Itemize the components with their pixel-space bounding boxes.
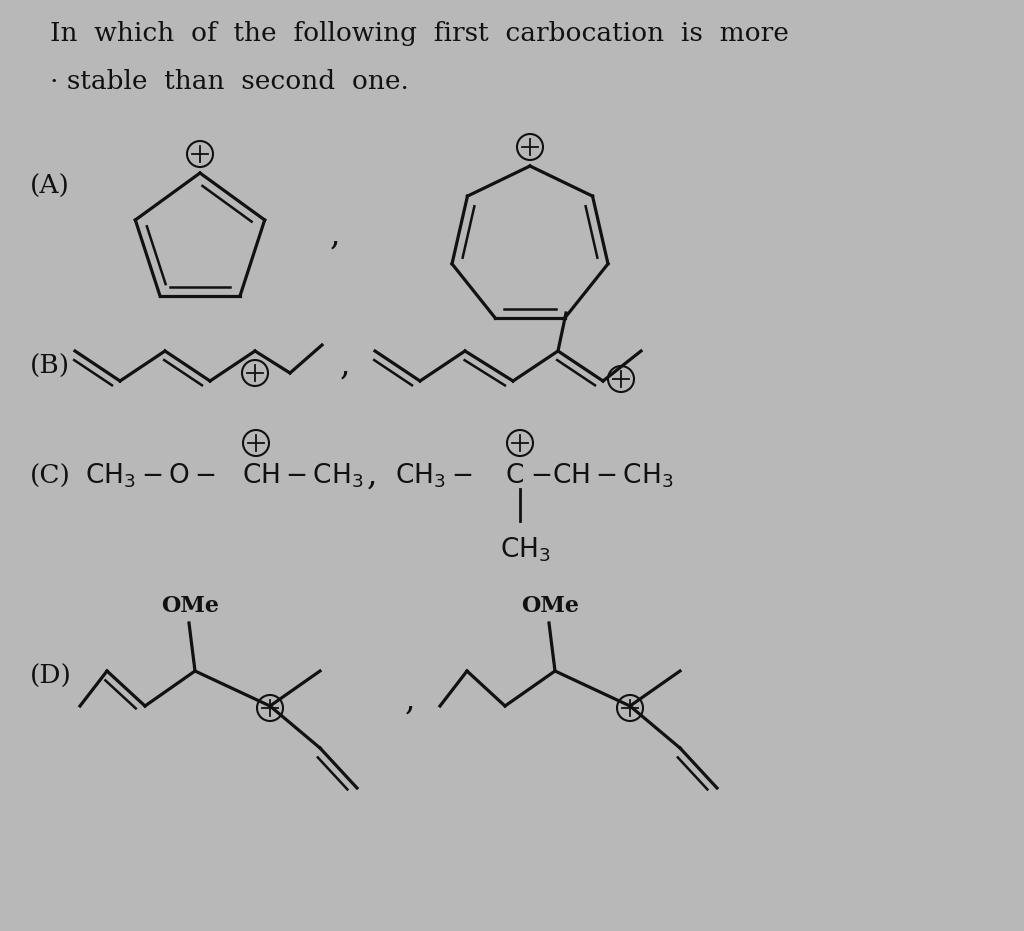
Text: (A): (A) [30,173,70,198]
Text: ,: , [340,350,350,382]
Text: $\mathrm{CH - CH_3}$: $\mathrm{CH - CH_3}$ [242,462,364,491]
Text: ,: , [367,460,377,492]
Text: (D): (D) [30,664,72,689]
Text: $\mathrm{CH_3 - }$: $\mathrm{CH_3 - }$ [395,462,472,491]
Text: (C): (C) [30,464,71,489]
Text: ,: , [330,220,340,252]
Text: $\mathrm{CH_3}$: $\mathrm{CH_3}$ [500,536,551,564]
Text: $\mathrm{ - CH - CH_3}$: $\mathrm{ - CH - CH_3}$ [530,462,674,491]
Text: (B): (B) [30,354,70,379]
Text: · stable  than  second  one.: · stable than second one. [50,69,409,94]
Text: $\mathrm{C}$: $\mathrm{C}$ [505,463,524,489]
Text: OMe: OMe [161,595,219,617]
Text: ,: , [404,685,416,717]
Text: OMe: OMe [521,595,579,617]
Text: In  which  of  the  following  first  carbocation  is  more: In which of the following first carbocat… [50,21,788,46]
Text: $\mathrm{CH_3 - O - }$: $\mathrm{CH_3 - O - }$ [85,462,215,491]
